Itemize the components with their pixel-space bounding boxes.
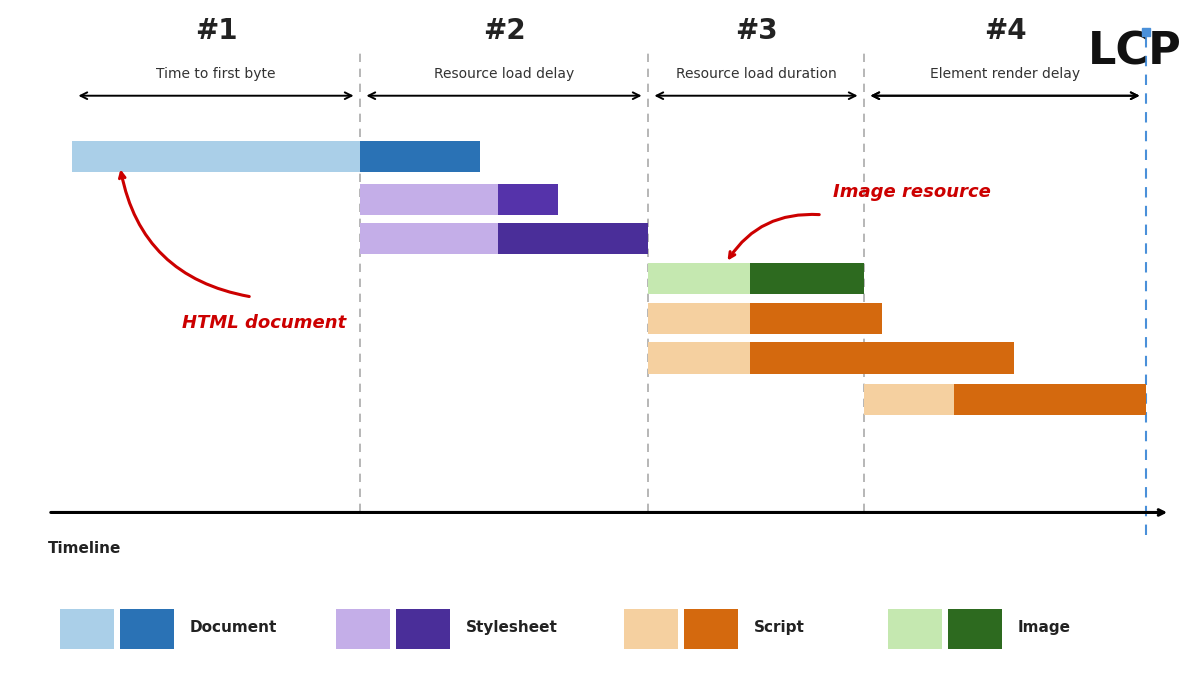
Text: Document: Document xyxy=(190,620,277,635)
Text: Time to first byte: Time to first byte xyxy=(156,68,276,82)
Text: Element render delay: Element render delay xyxy=(930,68,1080,82)
Bar xyxy=(864,384,954,415)
Bar xyxy=(750,263,864,294)
Bar xyxy=(684,609,738,649)
Bar xyxy=(60,609,114,649)
Bar xyxy=(498,184,558,215)
Bar xyxy=(360,184,498,215)
Bar xyxy=(360,141,480,172)
Text: Stylesheet: Stylesheet xyxy=(466,620,558,635)
Bar xyxy=(888,609,942,649)
Bar xyxy=(948,609,1002,649)
Bar xyxy=(498,223,648,254)
Text: #2: #2 xyxy=(482,17,526,45)
Text: #4: #4 xyxy=(984,17,1026,45)
Bar xyxy=(120,609,174,649)
Text: Script: Script xyxy=(754,620,804,635)
Bar xyxy=(750,302,882,334)
Text: LCP: LCP xyxy=(1088,30,1182,74)
Bar xyxy=(648,342,750,373)
Bar xyxy=(624,609,678,649)
Text: HTML document: HTML document xyxy=(182,314,346,332)
Bar xyxy=(72,141,360,172)
Bar xyxy=(336,609,390,649)
Bar xyxy=(648,302,750,334)
Text: Resource load delay: Resource load delay xyxy=(434,68,574,82)
Bar xyxy=(396,609,450,649)
Bar xyxy=(648,263,750,294)
Text: Image resource: Image resource xyxy=(833,183,991,200)
Text: #1: #1 xyxy=(194,17,238,45)
Text: Timeline: Timeline xyxy=(48,541,121,556)
Text: Resource load duration: Resource load duration xyxy=(676,68,836,82)
Bar xyxy=(360,223,498,254)
Text: Image: Image xyxy=(1018,620,1070,635)
Bar xyxy=(954,384,1146,415)
Bar xyxy=(750,342,1014,373)
Text: #3: #3 xyxy=(734,17,778,45)
